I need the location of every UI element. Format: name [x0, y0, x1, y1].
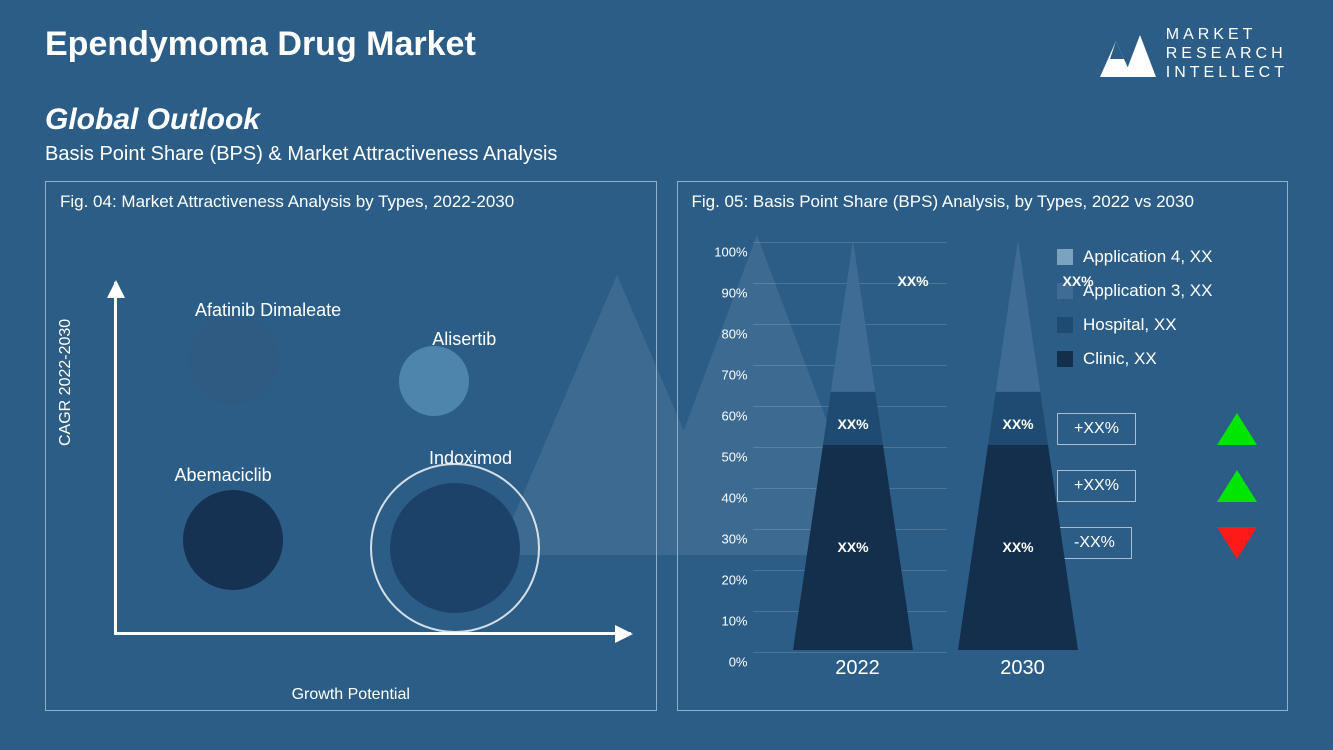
y-axis — [114, 282, 117, 635]
cone-segment-label: XX% — [838, 416, 869, 432]
cone-segment-label: XX% — [898, 273, 929, 289]
legend-label: Clinic, XX — [1083, 349, 1157, 369]
y-tick: 60% — [721, 408, 747, 423]
bubble-label: Afatinib Dimaleate — [195, 300, 341, 321]
fig04-x-label: Growth Potential — [292, 686, 410, 704]
cone: XX%XX%XX%2030 — [958, 240, 1088, 650]
fig04-plot-area: Afatinib Dimaleate Alisertib Abemaciclib In… — [106, 232, 636, 660]
cone-svg — [793, 240, 913, 650]
cone-segment — [995, 240, 1039, 392]
bubble-label: Alisertib — [432, 329, 496, 350]
page-title: Ependymoma Drug Market — [45, 25, 476, 64]
bubble — [183, 490, 283, 590]
fig05-y-ticks: 0%10%20%30%40%50%60%70%80%90%100% — [698, 242, 748, 650]
fig04-title: Fig. 04: Market Attractiveness Analysis … — [46, 182, 656, 222]
fig04-y-label: CAGR 2022-2030 — [57, 318, 75, 445]
sub-header: Global Outlook Basis Point Share (BPS) &… — [0, 93, 1333, 171]
y-tick: 10% — [721, 613, 747, 628]
brand-logo: MARKET RESEARCH INTELLECT — [1098, 25, 1288, 83]
panel-fig04: Fig. 04: Market Attractiveness Analysis … — [45, 181, 657, 711]
y-tick: 100% — [714, 244, 747, 259]
legend-label: Hospital, XX — [1083, 315, 1177, 335]
triangle-up-icon — [1217, 470, 1257, 502]
bubble-label: Indoximod — [429, 448, 512, 469]
y-tick: 30% — [721, 531, 747, 546]
cone-year-label: 2022 — [835, 657, 880, 680]
y-tick: 80% — [721, 326, 747, 341]
cone-svg — [958, 240, 1078, 650]
cone-segment — [830, 240, 874, 392]
logo-line-1: MARKET — [1166, 25, 1288, 44]
triangle-up-icon — [1217, 413, 1257, 445]
logo-line-2: RESEARCH — [1166, 44, 1288, 63]
logo-text: MARKET RESEARCH INTELLECT — [1166, 25, 1288, 83]
fig05-title: Fig. 05: Basis Point Share (BPS) Analysi… — [678, 182, 1288, 222]
legend-label: Application 3, XX — [1083, 281, 1212, 301]
charts-row: Fig. 04: Market Attractiveness Analysis … — [0, 171, 1333, 731]
y-tick: 90% — [721, 285, 747, 300]
logo-icon — [1098, 29, 1158, 79]
y-tick: 20% — [721, 572, 747, 587]
legend-label: Application 4, XX — [1083, 247, 1212, 267]
x-axis — [114, 632, 631, 635]
subtitle: Basis Point Share (BPS) & Market Attract… — [45, 143, 1288, 166]
header: Ependymoma Drug Market MARKET RESEARCH I… — [0, 0, 1333, 93]
cone-segment-label: XX% — [838, 539, 869, 555]
cone-segment-label: XX% — [1003, 416, 1034, 432]
triangle-down-icon — [1217, 527, 1257, 559]
cone-segment-label: XX% — [1063, 273, 1094, 289]
panel-fig05: Fig. 05: Basis Point Share (BPS) Analysi… — [677, 181, 1289, 711]
bubble — [188, 315, 278, 405]
y-tick: 70% — [721, 367, 747, 382]
cone-year-label: 2030 — [1000, 657, 1045, 680]
cone: XX%XX%XX%2022 — [793, 240, 923, 650]
grid-line — [753, 652, 948, 653]
bubble — [390, 483, 520, 613]
y-tick: 40% — [721, 490, 747, 505]
cone-segment-label: XX% — [1003, 539, 1034, 555]
bubble — [399, 346, 469, 416]
y-tick: 0% — [729, 654, 748, 669]
y-tick: 50% — [721, 449, 747, 464]
logo-line-3: INTELLECT — [1166, 63, 1288, 82]
fig05-plot-area: 0% 10% 20% 30% 40% 50% 60% 70% 80% 90% 100% Applic… — [698, 232, 1268, 690]
heading-global-outlook: Global Outlook — [45, 103, 1288, 137]
bubble-label: Abemaciclib — [175, 465, 272, 486]
